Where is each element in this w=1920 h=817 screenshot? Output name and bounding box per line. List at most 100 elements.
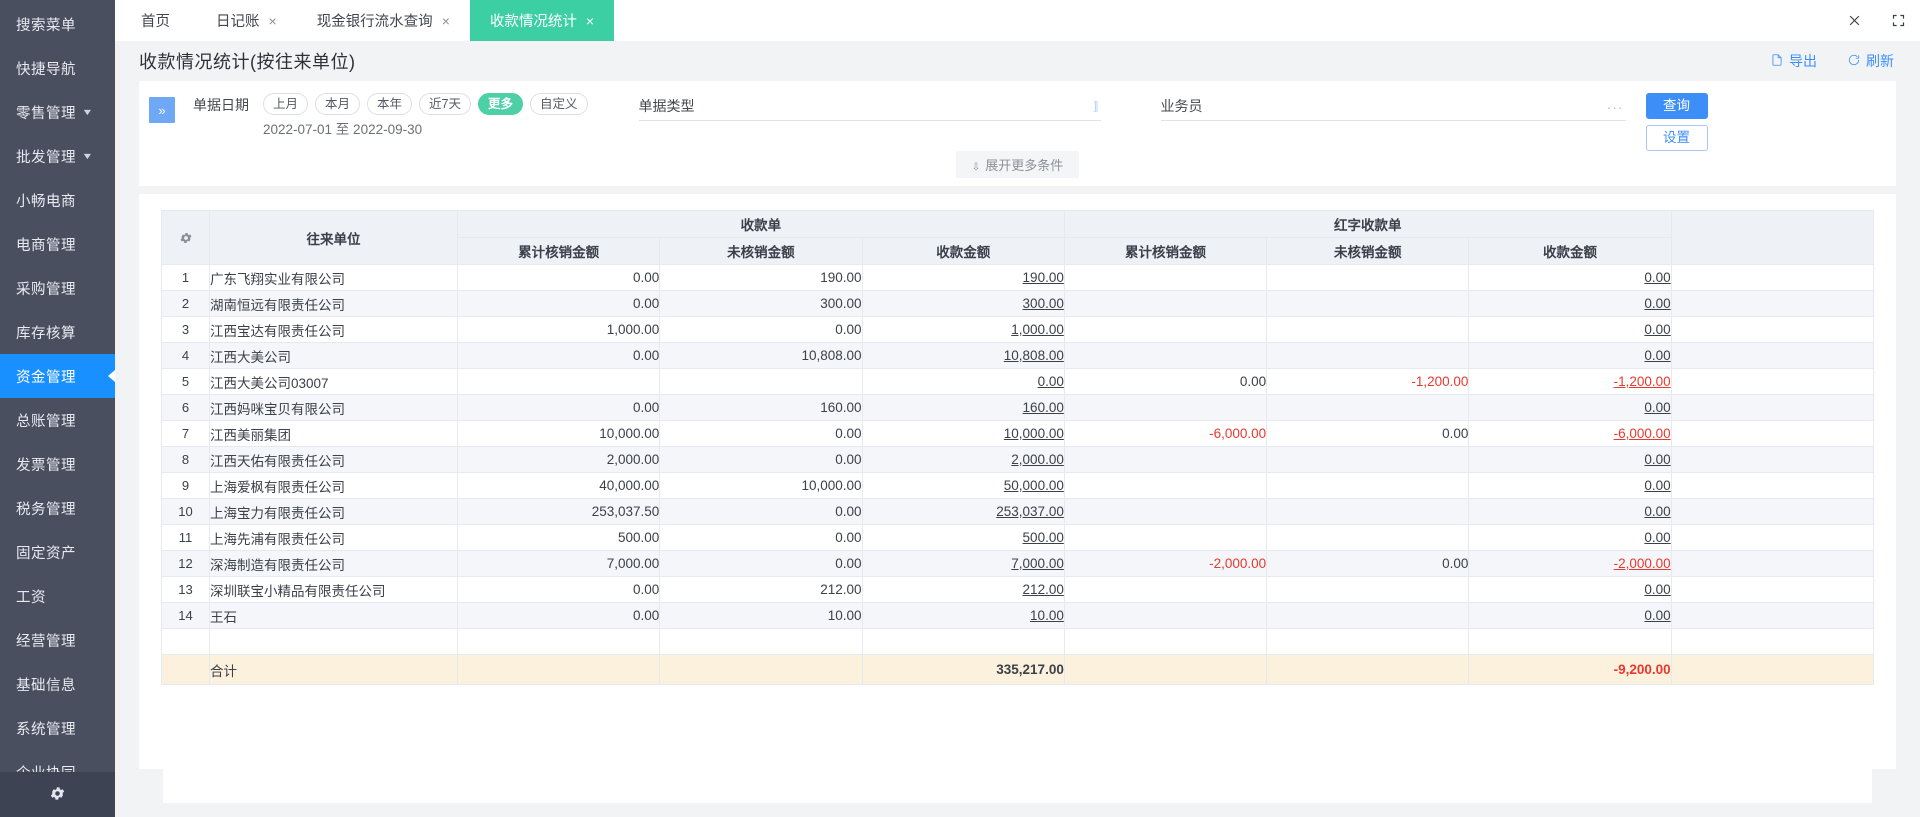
col-header-b3[interactable]: 收款金额 — [1468, 237, 1672, 265]
cell-red-amount[interactable]: 0.00 — [1468, 316, 1672, 343]
sidebar-item-9[interactable]: 总账管理 — [0, 398, 115, 442]
sidebar-item-11[interactable]: 税务管理 — [0, 486, 115, 530]
chevron-down-icon[interactable]: ⟧ — [1093, 101, 1099, 113]
date-chip-3[interactable]: 近7天 — [419, 93, 471, 115]
cell-receipt-amount-link[interactable]: 2,000.00 — [1011, 452, 1064, 467]
cell-red-amount-link[interactable]: 0.00 — [1644, 348, 1671, 363]
table-row[interactable]: 6 江西妈咪宝贝有限公司 0.00 160.00 160.00 0.00 — [161, 394, 1875, 421]
cell-receipt-amount[interactable]: 2,000.00 — [861, 446, 1065, 473]
sidebar-item-4[interactable]: 小畅电商 — [0, 178, 115, 222]
cell-receipt-amount-link[interactable]: 50,000.00 — [1003, 478, 1064, 493]
col-header-a1[interactable]: 累计核销金额 — [456, 237, 661, 265]
sidebar-item-13[interactable]: 工资 — [0, 574, 115, 618]
cell-receipt-amount[interactable]: 10,000.00 — [861, 420, 1065, 447]
cell-red-amount[interactable]: 0.00 — [1468, 290, 1672, 317]
table-row[interactable]: 10 上海宝力有限责任公司 253,037.50 0.00 253,037.00 0.00 — [161, 498, 1875, 525]
cell-receipt-amount[interactable]: 190.00 — [861, 264, 1065, 291]
tab-close-icon[interactable]: × — [585, 12, 595, 29]
table-row[interactable]: 7 江西美丽集团 10,000.00 0.00 10,000.00 -6,000.00 0.… — [161, 420, 1875, 447]
cell-receipt-amount-link[interactable]: 0.00 — [1037, 374, 1064, 389]
sidebar-item-3[interactable]: 批发管理 ▼ — [0, 134, 115, 178]
filter-collapse-handle[interactable]: » — [149, 97, 175, 123]
doc-type-field[interactable]: 单据类型 ⟧ — [638, 93, 1101, 121]
cell-receipt-amount[interactable]: 212.00 — [861, 576, 1065, 603]
sidebar-item-6[interactable]: 采购管理 — [0, 266, 115, 310]
cell-red-amount[interactable]: 0.00 — [1468, 394, 1672, 421]
sidebar-item-16[interactable]: 系统管理 — [0, 706, 115, 750]
sidebar-item-1[interactable]: 快捷导航 — [0, 46, 115, 90]
column-settings-button[interactable] — [161, 210, 210, 265]
settings-button[interactable]: 设置 — [1645, 125, 1708, 151]
cell-receipt-amount-link[interactable]: 300.00 — [1022, 296, 1064, 311]
date-chip-4[interactable]: 更多 — [478, 93, 524, 115]
cell-red-amount[interactable]: -1,200.00 — [1468, 368, 1672, 395]
date-chip-5[interactable]: 自定义 — [530, 93, 588, 115]
sidebar-item-14[interactable]: 经营管理 — [0, 618, 115, 662]
table-row[interactable]: 9 上海爱枫有限责任公司 40,000.00 10,000.00 50,000.00 0.… — [161, 472, 1875, 499]
sidebar-item-15[interactable]: 基础信息 — [0, 662, 115, 706]
cell-receipt-amount[interactable]: 50,000.00 — [861, 472, 1065, 499]
cell-receipt-amount-link[interactable]: 7,000.00 — [1011, 556, 1064, 571]
cell-receipt-amount[interactable]: 253,037.00 — [861, 498, 1065, 525]
cell-red-amount-link[interactable]: 0.00 — [1644, 504, 1671, 519]
table-row[interactable]: 2 湖南恒远有限责任公司 0.00 300.00 300.00 0.00 — [161, 290, 1875, 317]
cell-red-amount-link[interactable]: -6,000.00 — [1613, 426, 1671, 441]
cell-receipt-amount-link[interactable]: 190.00 — [1022, 270, 1064, 285]
table-row[interactable]: 14 王石 0.00 10.00 10.00 0.00 — [161, 602, 1875, 629]
table-row[interactable]: 3 江西宝达有限责任公司 1,000.00 0.00 1,000.00 0.00 — [161, 316, 1875, 343]
tab-close-icon[interactable]: × — [441, 12, 450, 29]
cell-red-amount-link[interactable]: 0.00 — [1644, 270, 1671, 285]
col-header-b1[interactable]: 累计核销金额 — [1063, 237, 1268, 265]
query-button[interactable]: 查询 — [1645, 93, 1708, 119]
cell-red-amount[interactable]: 0.00 — [1468, 472, 1672, 499]
cell-receipt-amount[interactable]: 7,000.00 — [861, 550, 1065, 577]
table-row[interactable]: 8 江西天佑有限责任公司 2,000.00 0.00 2,000.00 0.00 — [161, 446, 1875, 473]
cell-red-amount-link[interactable]: 0.00 — [1644, 452, 1671, 467]
cell-receipt-amount[interactable]: 10.00 — [861, 602, 1065, 629]
cell-red-amount-link[interactable]: 0.00 — [1644, 582, 1671, 597]
tab-1[interactable]: 日记账 × — [196, 0, 297, 41]
date-chip-0[interactable]: 上月 — [263, 93, 309, 115]
cell-red-amount[interactable]: -6,000.00 — [1468, 420, 1672, 447]
cell-receipt-amount[interactable]: 1,000.00 — [861, 316, 1065, 343]
cell-red-amount-link[interactable]: 0.00 — [1644, 530, 1671, 545]
col-header-a3[interactable]: 收款金额 — [861, 237, 1065, 265]
cell-receipt-amount-link[interactable]: 10,808.00 — [1003, 348, 1064, 363]
close-icon[interactable] — [1832, 0, 1876, 41]
cell-receipt-amount[interactable]: 0.00 — [861, 368, 1065, 395]
table-row[interactable]: 5 江西大美公司03007 0.00 0.00 -1,200.00 -1,200.00 — [161, 368, 1875, 395]
cell-receipt-amount-link[interactable]: 1,000.00 — [1011, 322, 1064, 337]
cell-red-amount[interactable]: 0.00 — [1468, 524, 1672, 551]
export-button[interactable]: 导出 — [1770, 51, 1817, 71]
expand-more-conditions-button[interactable]: ⇩ 展开更多条件 — [955, 151, 1080, 178]
cell-red-amount-link[interactable]: -1,200.00 — [1613, 374, 1671, 389]
salesman-field[interactable]: 业务员 ··· — [1160, 93, 1626, 121]
col-header-party[interactable]: 往来单位 — [209, 210, 458, 265]
tab-close-icon[interactable]: × — [268, 12, 277, 29]
cell-red-amount[interactable]: 0.00 — [1468, 576, 1672, 603]
date-chip-2[interactable]: 本年 — [367, 93, 413, 115]
sidebar-item-12[interactable]: 固定资产 — [0, 530, 115, 574]
sidebar-item-0[interactable]: 搜索菜单 — [0, 2, 115, 46]
cell-red-amount[interactable]: 0.00 — [1468, 342, 1672, 369]
cell-receipt-amount-link[interactable]: 10,000.00 — [1003, 426, 1064, 441]
sidebar-item-2[interactable]: 零售管理 ▼ — [0, 90, 115, 134]
table-row[interactable]: 12 深海制造有限责任公司 7,000.00 0.00 7,000.00 -2,000.0… — [161, 550, 1875, 577]
cell-receipt-amount[interactable]: 300.00 — [861, 290, 1065, 317]
cell-receipt-amount-link[interactable]: 212.00 — [1022, 582, 1064, 597]
refresh-button[interactable]: 刷新 — [1847, 51, 1894, 71]
table-row[interactable]: 11 上海先浦有限责任公司 500.00 0.00 500.00 0.00 — [161, 524, 1875, 551]
tab-0[interactable]: 首页 — [115, 0, 196, 41]
cell-red-amount[interactable]: 0.00 — [1468, 264, 1672, 291]
cell-receipt-amount[interactable]: 500.00 — [861, 524, 1065, 551]
cell-red-amount-link[interactable]: 0.00 — [1644, 296, 1671, 311]
table-row[interactable]: 4 江西大美公司 0.00 10,808.00 10,808.00 0.00 — [161, 342, 1875, 369]
cell-red-amount[interactable]: 0.00 — [1468, 602, 1672, 629]
cell-receipt-amount-link[interactable]: 253,037.00 — [996, 504, 1064, 519]
col-header-a2[interactable]: 未核销金额 — [659, 237, 863, 265]
sidebar-item-5[interactable]: 电商管理 — [0, 222, 115, 266]
tab-2[interactable]: 现金银行流水查询 × — [297, 0, 470, 41]
sidebar-item-10[interactable]: 发票管理 — [0, 442, 115, 486]
cell-red-amount-link[interactable]: 0.00 — [1644, 608, 1671, 623]
cell-red-amount[interactable]: 0.00 — [1468, 498, 1672, 525]
